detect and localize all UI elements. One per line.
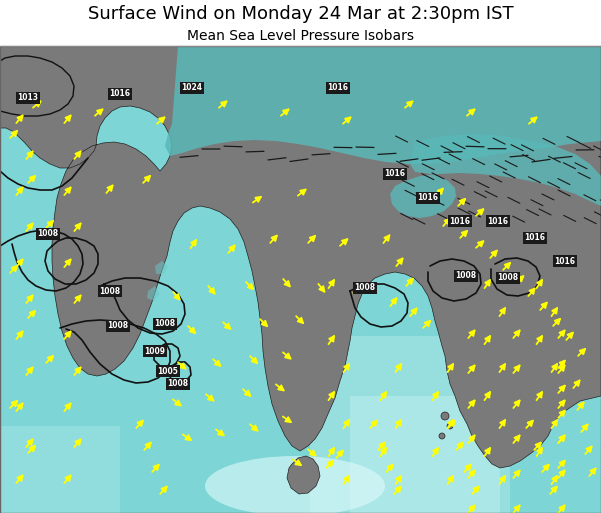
Text: 1008: 1008 xyxy=(99,286,121,295)
Text: 1005: 1005 xyxy=(157,366,178,376)
Text: 1016: 1016 xyxy=(450,216,471,226)
Circle shape xyxy=(439,433,445,439)
Text: 1024: 1024 xyxy=(182,84,203,92)
Text: 1016: 1016 xyxy=(385,169,406,179)
Text: 1016: 1016 xyxy=(418,193,439,203)
Text: 1016: 1016 xyxy=(109,89,130,98)
Text: Surface Wind on Monday 24 Mar at 2:30pm IST: Surface Wind on Monday 24 Mar at 2:30pm … xyxy=(88,5,513,23)
Bar xyxy=(0,426,120,513)
Polygon shape xyxy=(155,261,168,274)
Text: 1008: 1008 xyxy=(154,320,175,328)
Circle shape xyxy=(441,412,449,420)
Text: 1008: 1008 xyxy=(498,273,519,283)
Circle shape xyxy=(447,423,453,429)
Bar xyxy=(350,396,500,513)
Text: 1008: 1008 xyxy=(456,271,477,281)
Text: 1016: 1016 xyxy=(555,256,576,266)
Polygon shape xyxy=(147,286,160,301)
Text: Mean Sea Level Pressure Isobars: Mean Sea Level Pressure Isobars xyxy=(187,29,414,43)
Text: 1013: 1013 xyxy=(17,93,38,103)
Bar xyxy=(310,336,510,513)
Text: 1008: 1008 xyxy=(37,229,58,239)
Polygon shape xyxy=(165,46,601,164)
Text: 1016: 1016 xyxy=(487,216,508,226)
Ellipse shape xyxy=(205,456,385,513)
Bar xyxy=(0,46,601,47)
Text: 1016: 1016 xyxy=(525,233,546,243)
Text: 1008: 1008 xyxy=(355,284,376,292)
Polygon shape xyxy=(0,46,601,468)
Text: 1009: 1009 xyxy=(144,346,165,356)
Text: 1008: 1008 xyxy=(108,322,129,330)
Polygon shape xyxy=(287,456,320,494)
Text: 1008: 1008 xyxy=(168,380,189,388)
Text: 1016: 1016 xyxy=(328,84,349,92)
Polygon shape xyxy=(390,134,601,218)
